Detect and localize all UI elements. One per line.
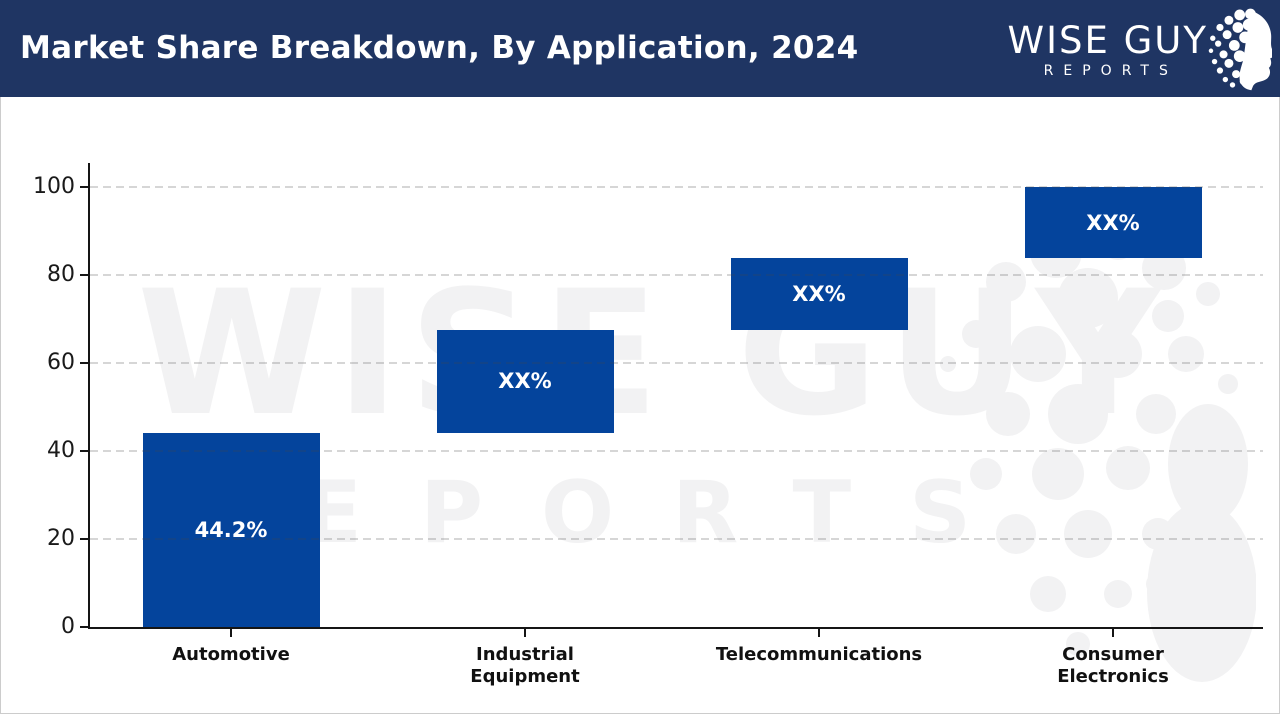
bar-value-label: XX% (498, 369, 552, 394)
profile-head-dots-icon (1208, 8, 1272, 91)
x-tick-mark (524, 629, 526, 637)
page-title: Market Share Breakdown, By Application, … (20, 30, 859, 66)
x-axis-spine (88, 627, 1263, 629)
bar-industrial-equipment (436, 330, 614, 433)
bar-value-label: 44.2% (194, 517, 268, 542)
gridline-y-100 (90, 186, 1263, 188)
chart-panel: WISE GUY REPORTS 44.2% XX% XX% XX% 0 20 40 60 80… (0, 97, 1280, 714)
logo-wordmark-line1: WISE GUY (1007, 18, 1208, 62)
bar-telecommunications (730, 258, 908, 330)
gridline-y-60 (90, 362, 1263, 364)
y-tick-mark (80, 450, 89, 452)
bar-value-label: XX% (1086, 210, 1140, 235)
logo-wordmark-line2: REPORTS (1043, 62, 1178, 79)
logo-wordmark: WISE GUY REPORTS (1007, 18, 1208, 79)
y-axis-spine (88, 163, 90, 629)
wise-guy-logo: WISE GUY REPORTS (1008, 5, 1272, 93)
bar-consumer-electronics (1024, 187, 1202, 259)
category-label-industrial-equipment: Industrial Equipment (395, 644, 655, 688)
y-tick-label: 100 (33, 174, 75, 199)
category-label-line: Automotive (172, 644, 290, 665)
category-label-line: Equipment (470, 666, 580, 687)
y-tick-mark (80, 362, 89, 364)
gridline-y-40 (90, 450, 1263, 452)
category-label-line: Consumer (1062, 644, 1164, 665)
y-tick-label: 0 (61, 614, 75, 639)
y-tick-mark (80, 626, 89, 628)
profile-head-dots-watermark (940, 224, 1256, 682)
y-tick-mark (80, 186, 89, 188)
category-label-consumer-electronics: Consumer Electronics (983, 644, 1243, 688)
y-tick-mark (80, 538, 89, 540)
y-tick-mark (80, 274, 89, 276)
header-bar: Market Share Breakdown, By Application, … (0, 0, 1280, 97)
category-label-automotive: Automotive (101, 644, 361, 666)
gridline-y-20 (90, 538, 1263, 540)
category-label-line: Industrial (476, 644, 574, 665)
y-tick-label: 20 (47, 526, 75, 551)
category-label-telecommunications: Telecommunications (689, 644, 949, 666)
gridline-y-80 (90, 274, 1263, 276)
bar-value-label: XX% (792, 282, 846, 307)
x-tick-mark (230, 629, 232, 637)
x-tick-mark (1112, 629, 1114, 637)
y-tick-label: 80 (47, 262, 75, 287)
category-label-line: Electronics (1057, 666, 1169, 687)
x-tick-mark (818, 629, 820, 637)
y-tick-label: 40 (47, 438, 75, 463)
y-tick-label: 60 (47, 350, 75, 375)
category-label-line: Telecommunications (715, 644, 923, 665)
bar-automotive (142, 432, 320, 627)
